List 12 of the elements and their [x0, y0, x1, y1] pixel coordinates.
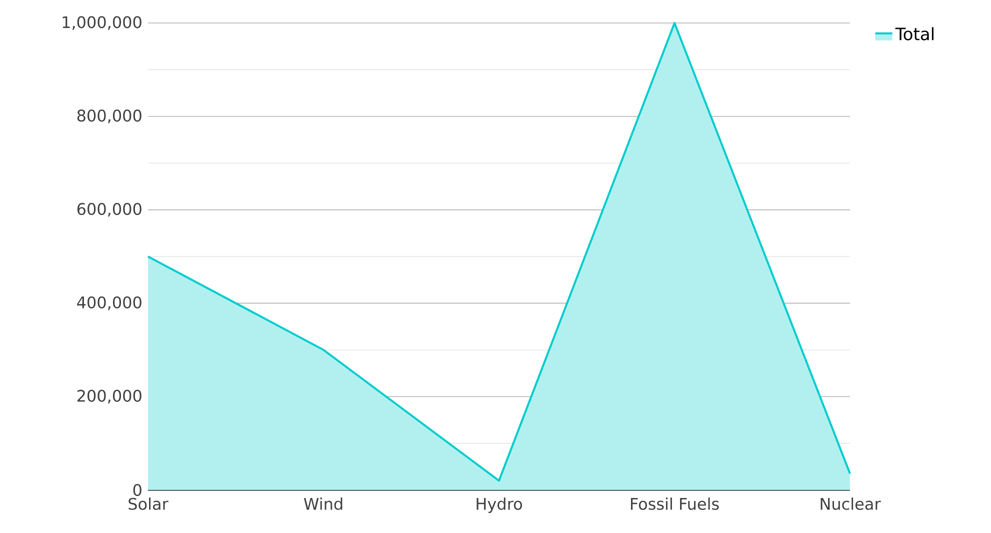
y-tick-label: 800,000 [77, 110, 142, 124]
y-tick-label: 200,000 [77, 390, 142, 404]
x-tick-label: Solar [128, 498, 168, 510]
legend-label: Total [895, 27, 934, 40]
y-tick-label: 0 [133, 484, 142, 496]
x-tick-label: Nuclear [820, 498, 881, 510]
x-tick-label: Hydro [476, 498, 522, 514]
y-tick-label: 400,000 [77, 296, 142, 310]
x-tick-label: Wind [304, 498, 342, 510]
y-tick-label: 600,000 [77, 202, 142, 217]
y-tick-label: 1,000,000 [62, 16, 142, 30]
x-tick-label: Fossil Fuels [630, 498, 719, 510]
